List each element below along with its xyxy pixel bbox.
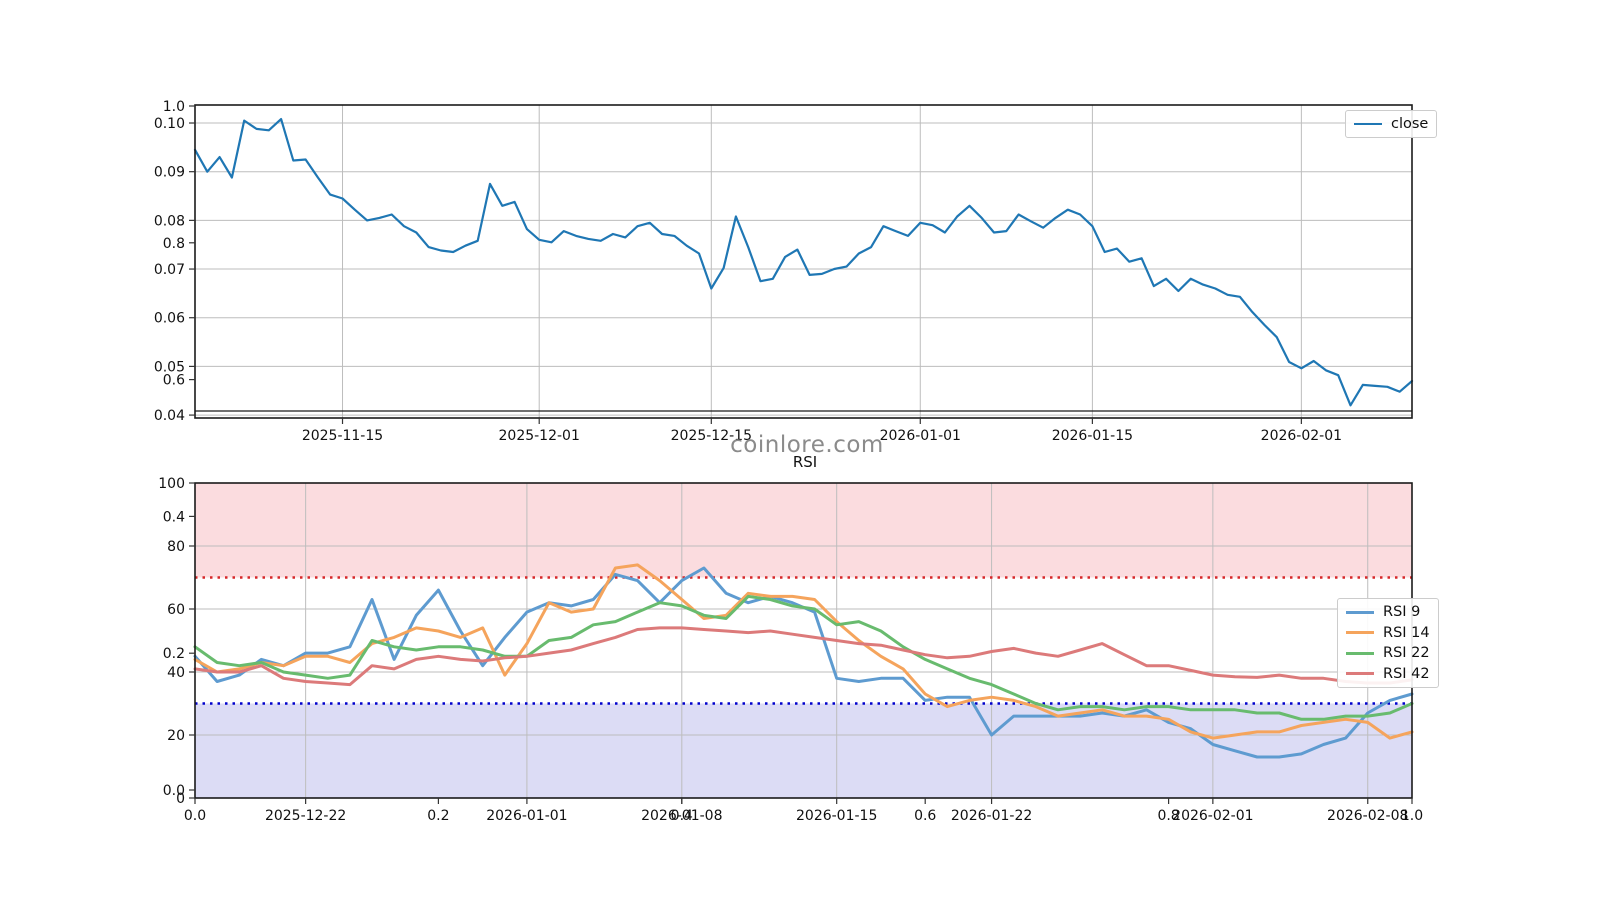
rsi-ytick-label: 20 xyxy=(167,728,185,744)
rsi-xtick-label: 2026-01-22 xyxy=(951,808,1032,824)
overlay-xtick-label: 0.8 xyxy=(1157,808,1179,824)
overlay-xtick-label: 0.6 xyxy=(914,808,936,824)
legend-label-rsi22: RSI 22 xyxy=(1383,645,1430,662)
rsi22-line-swatch xyxy=(1346,651,1374,655)
price-ytick-label: 0.07 xyxy=(154,262,185,278)
rsi42-line-swatch xyxy=(1346,672,1374,676)
legend-label-close: close xyxy=(1391,116,1429,132)
legend-label-rsi42: RSI 42 xyxy=(1383,665,1430,682)
price-xtick-label: 2026-01-15 xyxy=(1052,428,1133,444)
rsi-xtick-label: 2026-02-08 xyxy=(1327,808,1408,824)
price-ytick-label: 0.10 xyxy=(154,116,185,132)
price-xtick-label: 2026-01-01 xyxy=(880,428,961,444)
rsi-xtick-label: 2025-12-22 xyxy=(265,808,346,824)
rsi9-line-swatch xyxy=(1346,610,1374,614)
rsi-14-line xyxy=(193,563,1414,740)
price-ytick-label: 0.08 xyxy=(154,213,185,229)
price-ytick-label: 0.04 xyxy=(154,408,185,424)
price-xtick-label: 2025-12-01 xyxy=(499,428,580,444)
overlay-ytick-label: 0.4 xyxy=(163,509,185,525)
overlay-ytick-label: 0.2 xyxy=(163,646,185,662)
rsi-xtick-label: 2026-01-01 xyxy=(486,808,567,824)
overlay-ytick-label: 0.8 xyxy=(163,236,185,252)
rsi-ytick-label: 0 xyxy=(176,791,185,807)
overlay-xtick-label: 0.2 xyxy=(427,808,449,824)
overlay-xtick-label: 1.0 xyxy=(1401,808,1423,824)
legend-item-rsi22: RSI 22 xyxy=(1346,643,1430,664)
price-xtick-label: 2026-02-01 xyxy=(1261,428,1342,444)
overlay-ytick-label: 0.0 xyxy=(163,783,185,799)
rsi-chart-title: RSI xyxy=(792,453,818,471)
overbought-band xyxy=(195,483,1412,578)
rsi-22-line xyxy=(193,594,1414,721)
watermark: coinlore.com xyxy=(730,432,884,458)
rsi-xtick-label: 2026-01-15 xyxy=(796,808,877,824)
overlay-xtick-label: 0.4 xyxy=(671,808,693,824)
price-legend: close xyxy=(1345,110,1438,138)
rsi-ytick-label: 100 xyxy=(158,476,185,492)
price-xtick-label: 2025-12-15 xyxy=(671,428,752,444)
oversold-band xyxy=(195,703,1412,798)
price-ytick-label: 0.05 xyxy=(154,359,185,375)
rsi-ytick-label: 40 xyxy=(167,665,185,681)
price-xtick-label: 2025-11-15 xyxy=(302,428,383,444)
legend-item-rsi42: RSI 42 xyxy=(1346,664,1430,685)
rsi14-line-swatch xyxy=(1346,631,1374,635)
price-axes-frame xyxy=(194,104,1413,419)
rsi-xtick-label: 2026-01-08 xyxy=(641,808,722,824)
legend-label-rsi14: RSI 14 xyxy=(1383,624,1430,641)
rsi-legend: RSI 9 RSI 14 RSI 22 RSI 42 xyxy=(1337,598,1439,688)
rsi-ytick-label: 60 xyxy=(167,602,185,618)
legend-item-rsi9: RSI 9 xyxy=(1346,602,1430,623)
rsi-xtick-label: 2026-02-01 xyxy=(1172,808,1253,824)
overlay-xtick-label: 0.0 xyxy=(184,808,206,824)
overlay-ytick-label: 1.0 xyxy=(163,99,185,115)
close-line-swatch xyxy=(1354,123,1382,125)
close-line xyxy=(193,117,1414,407)
legend-item-rsi14: RSI 14 xyxy=(1346,623,1430,644)
price-ytick-label: 0.06 xyxy=(154,311,185,327)
rsi-ytick-label: 80 xyxy=(167,539,185,555)
rsi-42-line xyxy=(193,626,1414,687)
legend-item-close: close xyxy=(1354,114,1428,134)
legend-label-rsi9: RSI 9 xyxy=(1383,604,1421,621)
overlay-ytick-label: 0.6 xyxy=(163,373,185,389)
price-ytick-label: 0.09 xyxy=(154,165,185,181)
